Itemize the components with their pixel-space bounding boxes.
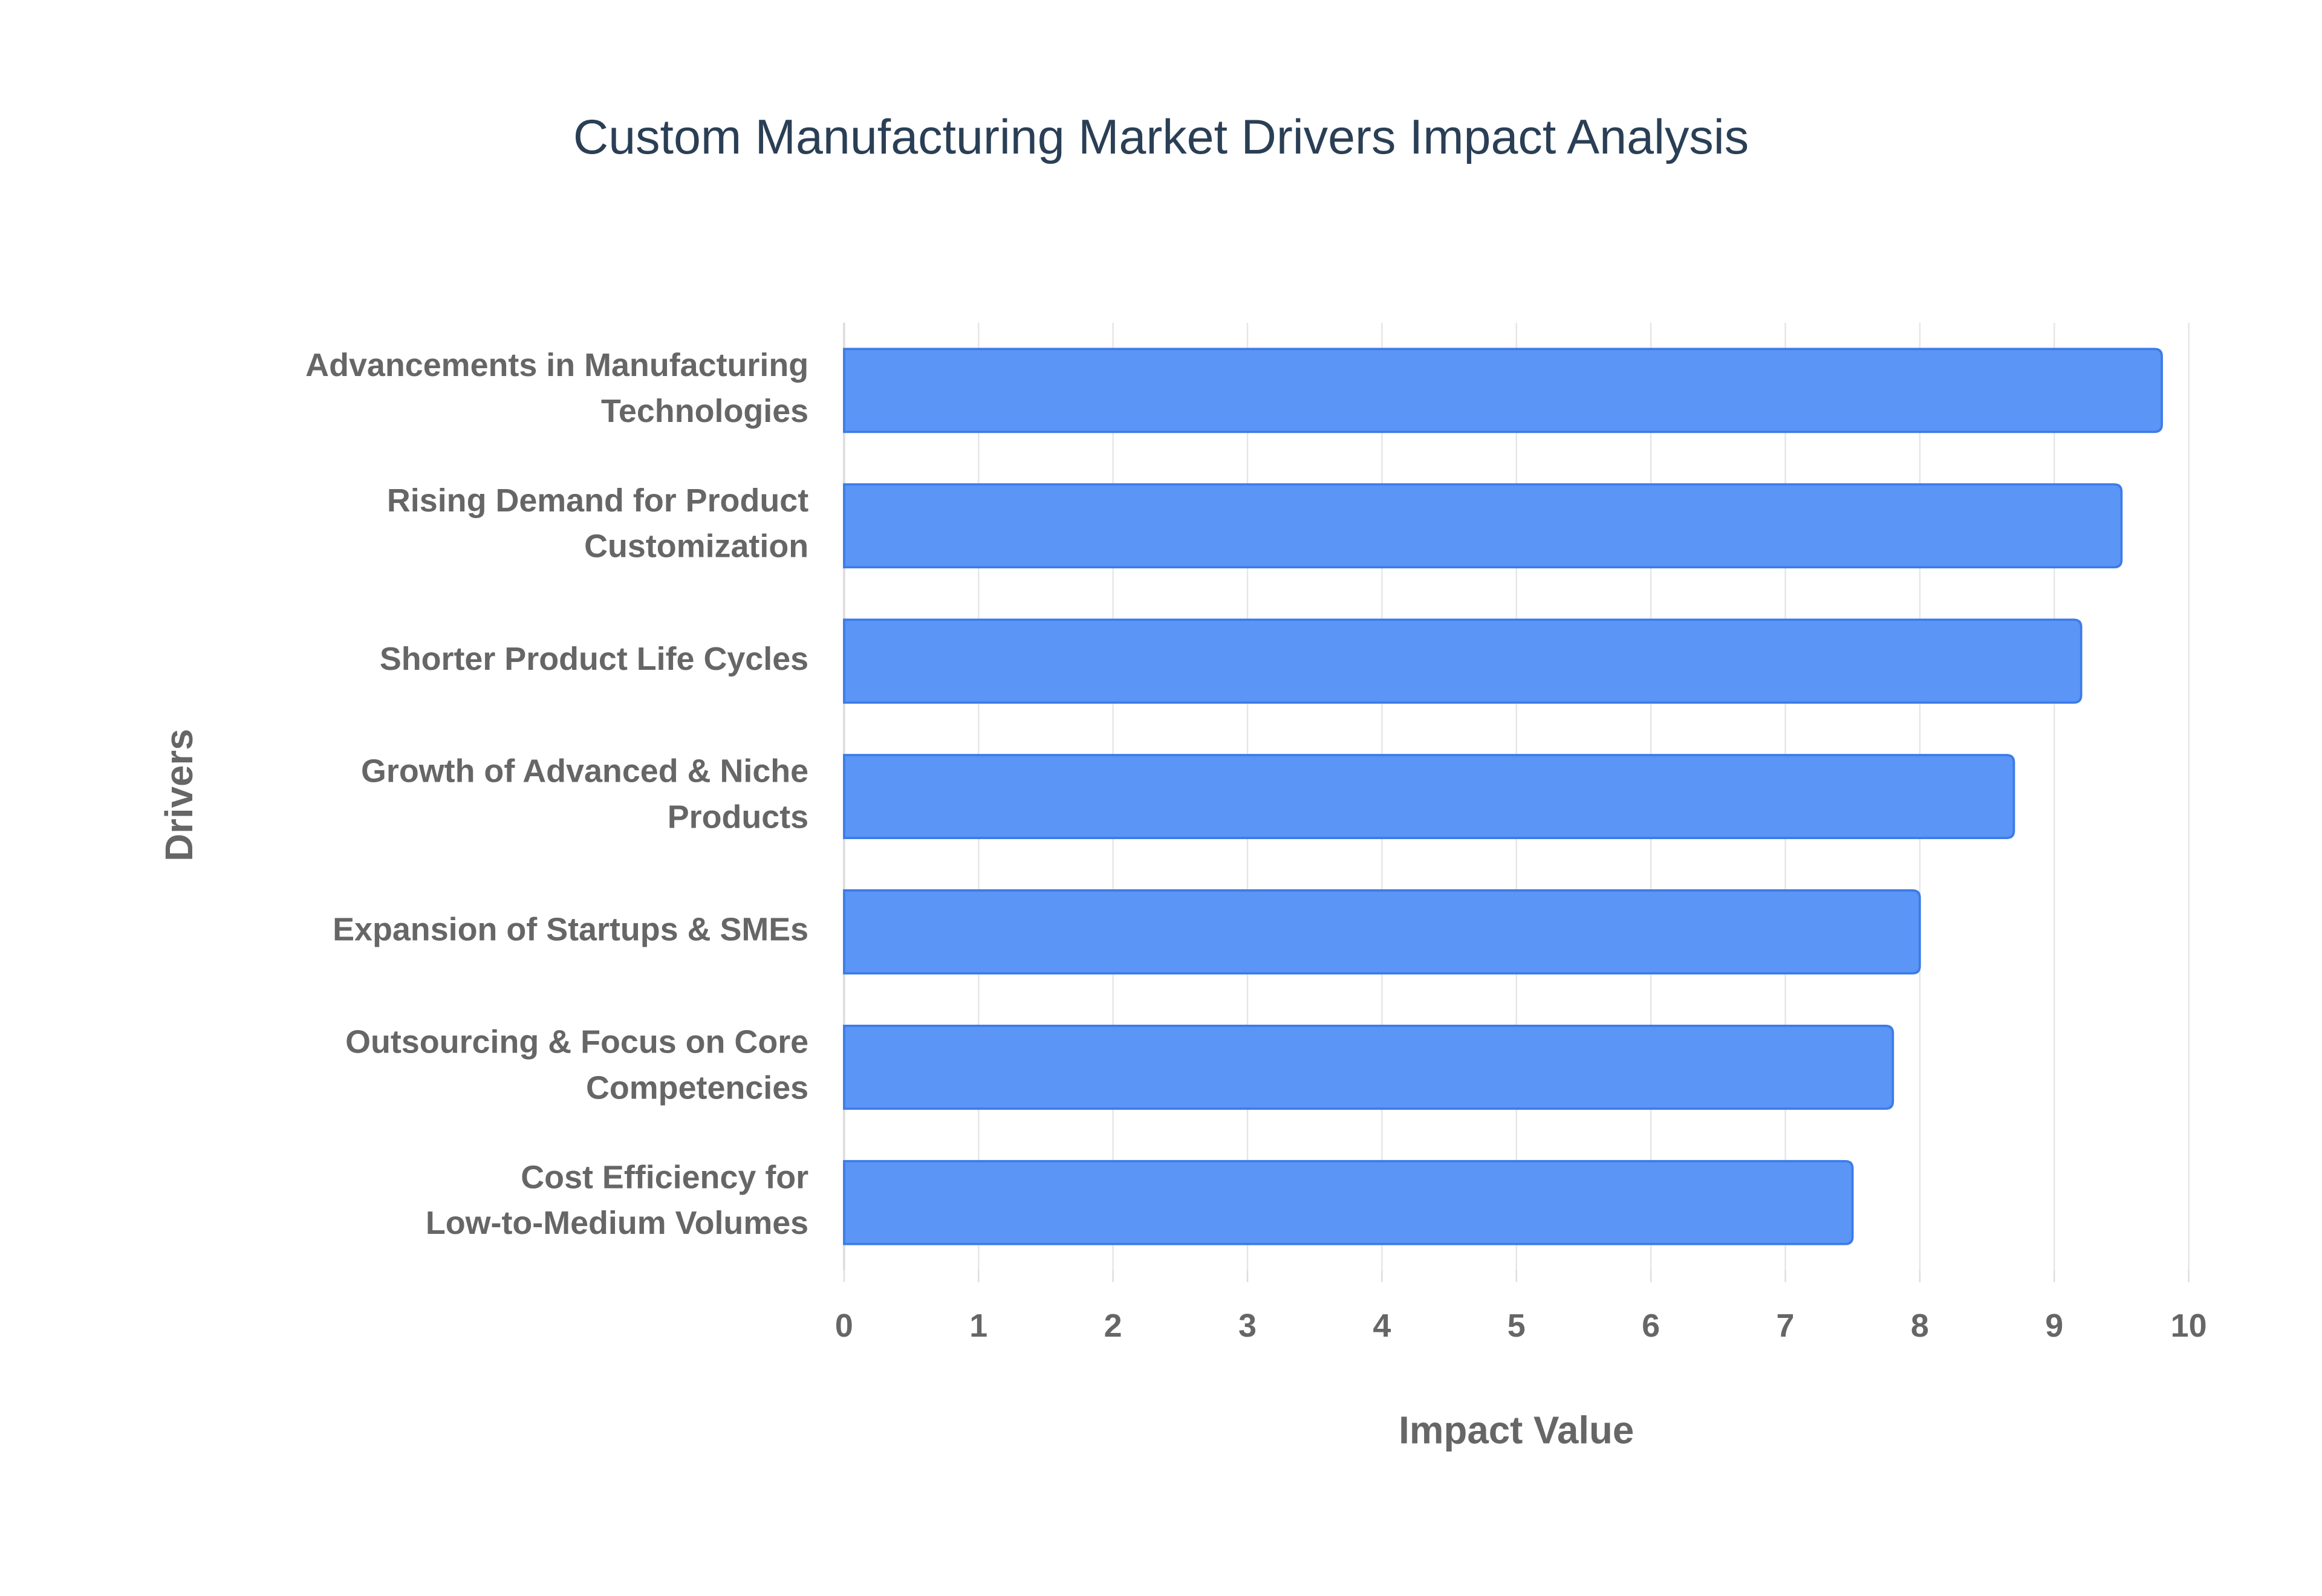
bar xyxy=(843,348,2163,433)
y-tick-label: Growth of Advanced & Niche Products xyxy=(361,753,808,835)
y-tick-label: Cost Efficiency for Low-to-Medium Volumes xyxy=(426,1160,808,1242)
bar xyxy=(843,754,2015,839)
x-tick-label: 10 xyxy=(2171,1308,2207,1344)
chart-title: Custom Manufacturing Market Drivers Impa… xyxy=(573,110,1749,164)
bar xyxy=(843,1024,1894,1110)
y-tick-label: Advancements in Manufacturing Technologie… xyxy=(305,347,808,429)
bar xyxy=(843,618,2083,704)
x-tick-label: 4 xyxy=(1373,1308,1391,1344)
x-tick-label: 5 xyxy=(1507,1308,1526,1344)
x-tick-label: 3 xyxy=(1238,1308,1257,1344)
y-tick-label: Expansion of Startups & SMEs xyxy=(333,912,808,948)
x-tick-label: 1 xyxy=(969,1308,987,1344)
x-tick-label: 7 xyxy=(1777,1308,1795,1344)
bar xyxy=(843,1160,1854,1245)
y-axis-title: Drivers xyxy=(158,728,201,861)
x-tick-label: 0 xyxy=(835,1308,853,1344)
y-tick-label: Shorter Product Life Cycles xyxy=(380,641,808,677)
y-tick-label: Outsourcing & Focus on Core Competencies xyxy=(345,1024,808,1106)
x-tick-label: 6 xyxy=(1642,1308,1660,1344)
x-tick-label: 9 xyxy=(2045,1308,2063,1344)
x-axis-title: Impact Value xyxy=(1399,1409,1634,1452)
bar xyxy=(843,483,2123,569)
bar xyxy=(843,889,1921,975)
x-tick-label: 8 xyxy=(1911,1308,1929,1344)
x-tick-label: 2 xyxy=(1104,1308,1122,1344)
y-tick-label: Rising Demand for Product Customization xyxy=(387,482,808,565)
